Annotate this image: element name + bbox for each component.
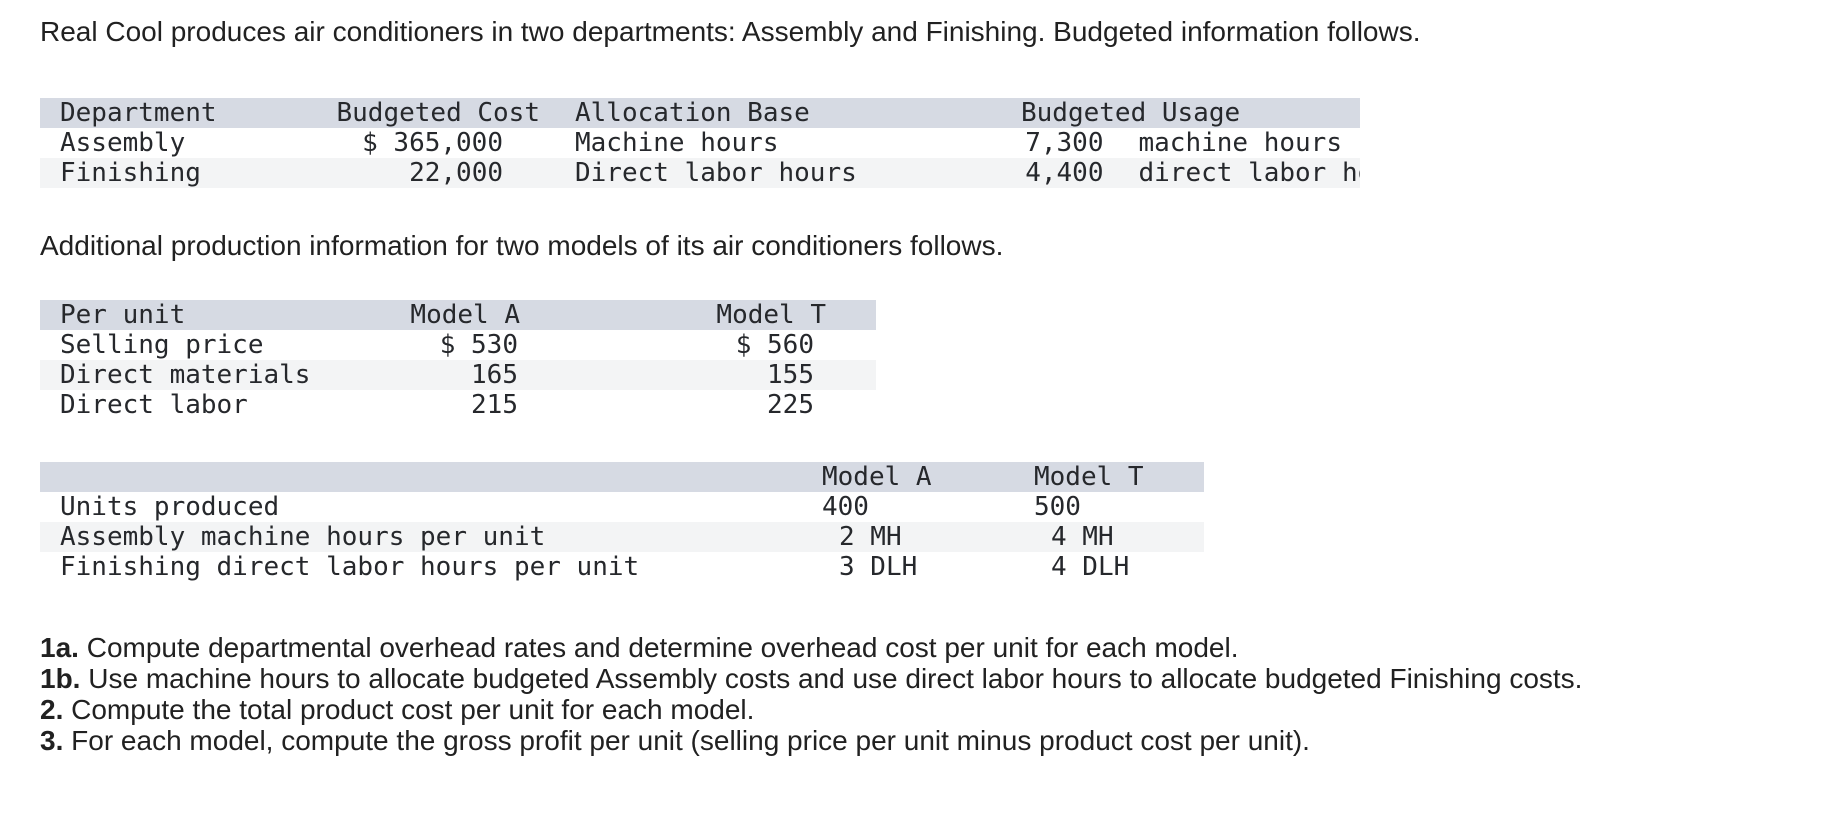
cell-model-a: 165 <box>471 360 518 390</box>
question-3: 3. For each model, compute the gross pro… <box>40 725 1792 756</box>
cell-usage-qty: 7,300 <box>1025 128 1104 158</box>
table-row-units-produced: Units produced 400 500 <box>40 492 1204 522</box>
problem-page: Real Cool produces air conditioners in t… <box>0 16 1832 756</box>
header-per-unit: Per unit <box>60 300 186 330</box>
header-model-a: Model A <box>822 462 932 492</box>
cell-model-t: $ 560 <box>735 330 814 360</box>
department-budget-table: Department Budgeted Cost Allocation Base… <box>40 98 1360 188</box>
intro-paragraph: Real Cool produces air conditioners in t… <box>40 16 1421 47</box>
cell-label: Direct labor <box>60 390 248 420</box>
header-budgeted-usage: Budgeted Usage <box>1021 98 1241 128</box>
cell-model-t: 4 MH <box>1051 522 1114 552</box>
cell-model-a: 2 MH <box>839 522 902 552</box>
cell-budgeted-cost: $ 365,000 <box>362 128 503 158</box>
cell-allocation-base: Direct labor hours <box>575 158 855 188</box>
cell-model-t: 500 <box>1034 492 1081 522</box>
cell-usage-unit: direct labor hours <box>1138 158 1361 188</box>
header-department: Department <box>60 98 217 128</box>
header-model-t: Model T <box>1034 462 1144 492</box>
question-text: Compute the total product cost per unit … <box>71 694 755 725</box>
cell-model-a: 400 <box>822 492 869 522</box>
cell-department: Assembly <box>60 128 186 158</box>
question-text: Compute departmental overhead rates and … <box>86 632 1239 663</box>
table-row-finishing: Finishing 22,000 Direct labor hours 4,40… <box>40 158 1360 188</box>
per-unit-header-row: Per unit Model A Model T <box>40 300 876 330</box>
table-row-direct-materials: Direct materials 165 155 <box>40 360 876 390</box>
cell-model-a: 3 DLH <box>839 552 918 582</box>
cell-model-t: 155 <box>767 360 814 390</box>
question-1a: 1a. Compute departmental overhead rates … <box>40 632 1792 663</box>
question-2: 2. Compute the total product cost per un… <box>40 694 1792 725</box>
question-number: 1a. <box>40 632 79 663</box>
cell-model-a: $ 530 <box>439 330 518 360</box>
table-row-selling-price: Selling price $ 530 $ 560 <box>40 330 876 360</box>
additional-info-paragraph: Additional production information for tw… <box>40 230 1004 261</box>
production-header-row: Model A Model T <box>40 462 1204 492</box>
cell-model-t: 4 DLH <box>1051 552 1130 582</box>
header-budgeted-cost: Budgeted Cost <box>336 98 541 128</box>
per-unit-table: Per unit Model A Model T Selling price $… <box>40 300 876 420</box>
question-number: 3. <box>40 725 64 756</box>
cell-label: Assembly machine hours per unit <box>60 522 546 552</box>
table-row-assembly: Assembly $ 365,000 Machine hours 7,300 m… <box>40 128 1360 158</box>
header-model-a: Model A <box>410 300 520 330</box>
cell-budgeted-cost: 22,000 <box>409 158 503 188</box>
question-number: 1b. <box>40 663 81 694</box>
questions-list: 1a. Compute departmental overhead rates … <box>40 632 1792 756</box>
header-allocation-base: Allocation Base <box>575 98 810 128</box>
cell-label: Finishing direct labor hours per unit <box>60 552 640 582</box>
question-1b: 1b. Use machine hours to allocate budget… <box>40 663 1792 694</box>
question-number: 2. <box>40 694 64 725</box>
table-row-finishing-dlh: Finishing direct labor hours per unit 3 … <box>40 552 1204 582</box>
table-row-assembly-machine-hours: Assembly machine hours per unit 2 MH 4 M… <box>40 522 1204 552</box>
department-table-header-row: Department Budgeted Cost Allocation Base… <box>40 98 1360 128</box>
production-table: Model A Model T Units produced 400 500 A… <box>40 462 1204 582</box>
cell-department: Finishing <box>60 158 201 188</box>
question-text: Use machine hours to allocate budgeted A… <box>88 663 1583 694</box>
cell-usage-unit: machine hours <box>1138 128 1343 158</box>
cell-label: Direct materials <box>60 360 311 390</box>
question-text: For each model, compute the gross profit… <box>71 725 1310 756</box>
cell-label: Selling price <box>60 330 264 360</box>
table-row-direct-labor: Direct labor 215 225 <box>40 390 876 420</box>
cell-label: Units produced <box>60 492 280 522</box>
cell-model-t: 225 <box>767 390 814 420</box>
cell-allocation-base: Machine hours <box>575 128 779 158</box>
header-blank <box>40 462 810 492</box>
header-model-t: Model T <box>716 300 826 330</box>
cell-usage-qty: 4,400 <box>1025 158 1104 188</box>
cell-model-a: 215 <box>471 390 518 420</box>
